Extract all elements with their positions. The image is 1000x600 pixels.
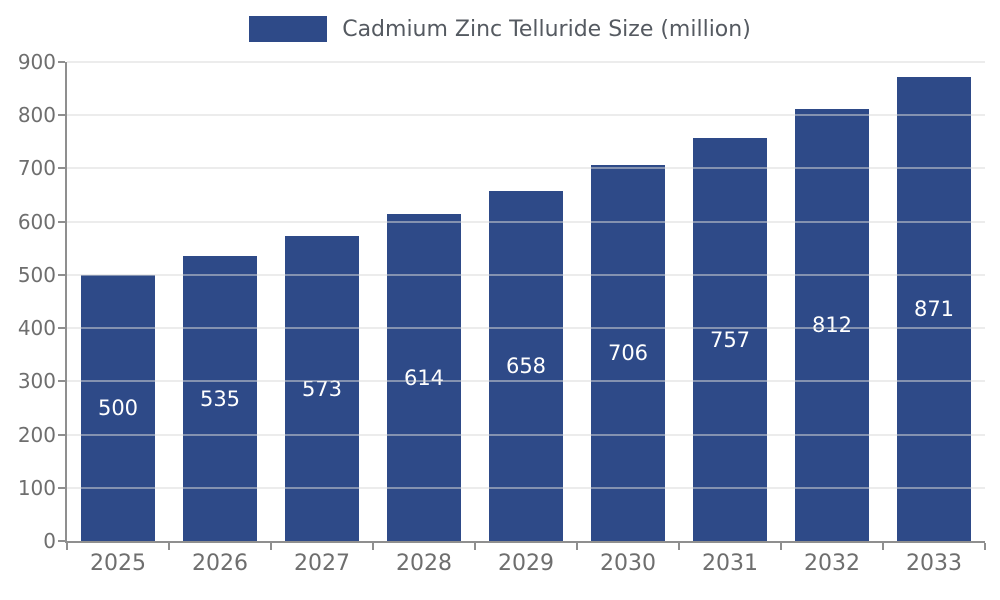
bar-value-label: 871 bbox=[913, 297, 955, 322]
bar-value-label: 757 bbox=[709, 327, 751, 352]
bar-slot: 573 bbox=[271, 62, 373, 541]
x-tick-mark bbox=[677, 543, 680, 550]
x-tick-label: 2033 bbox=[906, 551, 962, 576]
gridline bbox=[67, 221, 985, 223]
y-tick-mark bbox=[58, 486, 65, 489]
x-tick-mark bbox=[270, 543, 272, 550]
y-tick-label: 400 bbox=[17, 316, 56, 341]
y-tick-label: 900 bbox=[17, 50, 56, 74]
gridline bbox=[67, 61, 985, 63]
gridline bbox=[67, 274, 985, 276]
legend-swatch bbox=[249, 16, 328, 42]
y-tick-label: 600 bbox=[17, 209, 56, 234]
x-tick-mark bbox=[984, 543, 986, 550]
bar-value-label: 535 bbox=[199, 386, 241, 411]
y-tick-label: 200 bbox=[17, 422, 56, 447]
x-axis: 2025 2026 2027 2028 2029 2030 2031 2032 2033 bbox=[67, 551, 985, 576]
y-tick-mark bbox=[58, 273, 65, 276]
y-tick-mark bbox=[58, 61, 65, 63]
y-tick-label: 0 bbox=[43, 529, 56, 553]
bar-slot: 658 bbox=[475, 62, 577, 541]
x-tick-mark bbox=[66, 543, 68, 550]
y-tick-mark bbox=[58, 380, 65, 383]
bar-value-label: 500 bbox=[97, 395, 139, 420]
y-tick-mark bbox=[58, 433, 65, 436]
bar-slot: 757 bbox=[679, 62, 781, 541]
bar-2032: 812 bbox=[795, 108, 869, 541]
bar-2033: 871 bbox=[897, 77, 971, 541]
x-tick-label: 2031 bbox=[702, 551, 758, 576]
x-tick-label: 2030 bbox=[600, 551, 656, 576]
gridline bbox=[67, 380, 985, 382]
bar-series: 500 535 573 614 658 706 757 812 871 bbox=[67, 62, 985, 541]
y-tick-mark bbox=[58, 167, 65, 170]
bar-slot: 535 bbox=[169, 62, 271, 541]
y-tick-label: 500 bbox=[17, 262, 56, 287]
bar-slot: 706 bbox=[577, 62, 679, 541]
x-tick-label: 2027 bbox=[294, 551, 350, 576]
y-tick-mark bbox=[58, 540, 65, 542]
bar-value-label: 658 bbox=[505, 353, 547, 378]
bar-2028: 614 bbox=[387, 214, 461, 541]
x-tick-mark bbox=[780, 543, 782, 550]
x-tick-mark bbox=[168, 543, 170, 550]
gridline bbox=[67, 487, 985, 489]
x-tick-label: 2028 bbox=[396, 551, 452, 576]
gridline bbox=[67, 434, 985, 436]
x-tick-mark bbox=[882, 543, 884, 550]
bar-2026: 535 bbox=[183, 256, 257, 541]
plot-area: 500 535 573 614 658 706 757 812 871 bbox=[58, 61, 986, 550]
x-tick-label: 2025 bbox=[90, 551, 146, 576]
gridline bbox=[67, 114, 985, 116]
bar-value-label: 614 bbox=[403, 365, 445, 390]
legend-label: Cadmium Zinc Telluride Size (million) bbox=[342, 16, 751, 42]
y-tick-label: 800 bbox=[17, 103, 56, 128]
x-tick-label: 2029 bbox=[498, 551, 554, 576]
x-tick-label: 2026 bbox=[192, 551, 248, 576]
y-tick-mark bbox=[58, 327, 65, 330]
y-tick-mark bbox=[58, 220, 65, 223]
x-tick-mark bbox=[576, 543, 578, 550]
bar-value-label: 573 bbox=[301, 376, 343, 401]
bar-2030: 706 bbox=[591, 165, 665, 541]
y-tick-mark bbox=[58, 114, 65, 117]
x-tick-mark bbox=[371, 543, 374, 550]
gridline bbox=[67, 327, 985, 329]
bar-2031: 757 bbox=[693, 138, 767, 541]
bar-value-label: 812 bbox=[811, 312, 853, 337]
bar-2029: 658 bbox=[489, 190, 563, 541]
bar-slot: 614 bbox=[373, 62, 475, 541]
bar-2027: 573 bbox=[285, 236, 359, 541]
gridline bbox=[67, 167, 985, 169]
bar-value-label: 706 bbox=[607, 341, 649, 366]
bar-slot: 500 bbox=[67, 62, 169, 541]
y-tick-label: 300 bbox=[17, 369, 56, 394]
bar-slot: 871 bbox=[883, 62, 985, 541]
bar-2025: 500 bbox=[81, 274, 155, 541]
y-tick-label: 100 bbox=[17, 475, 56, 500]
legend: Cadmium Zinc Telluride Size (million) bbox=[0, 16, 1000, 42]
y-axis: 0 100 200 300 400 500 600 700 800 900 bbox=[0, 52, 56, 551]
x-tick-label: 2032 bbox=[804, 551, 860, 576]
bar-slot: 812 bbox=[781, 62, 883, 541]
y-tick-label: 700 bbox=[17, 156, 56, 181]
x-tick-mark bbox=[474, 543, 476, 550]
